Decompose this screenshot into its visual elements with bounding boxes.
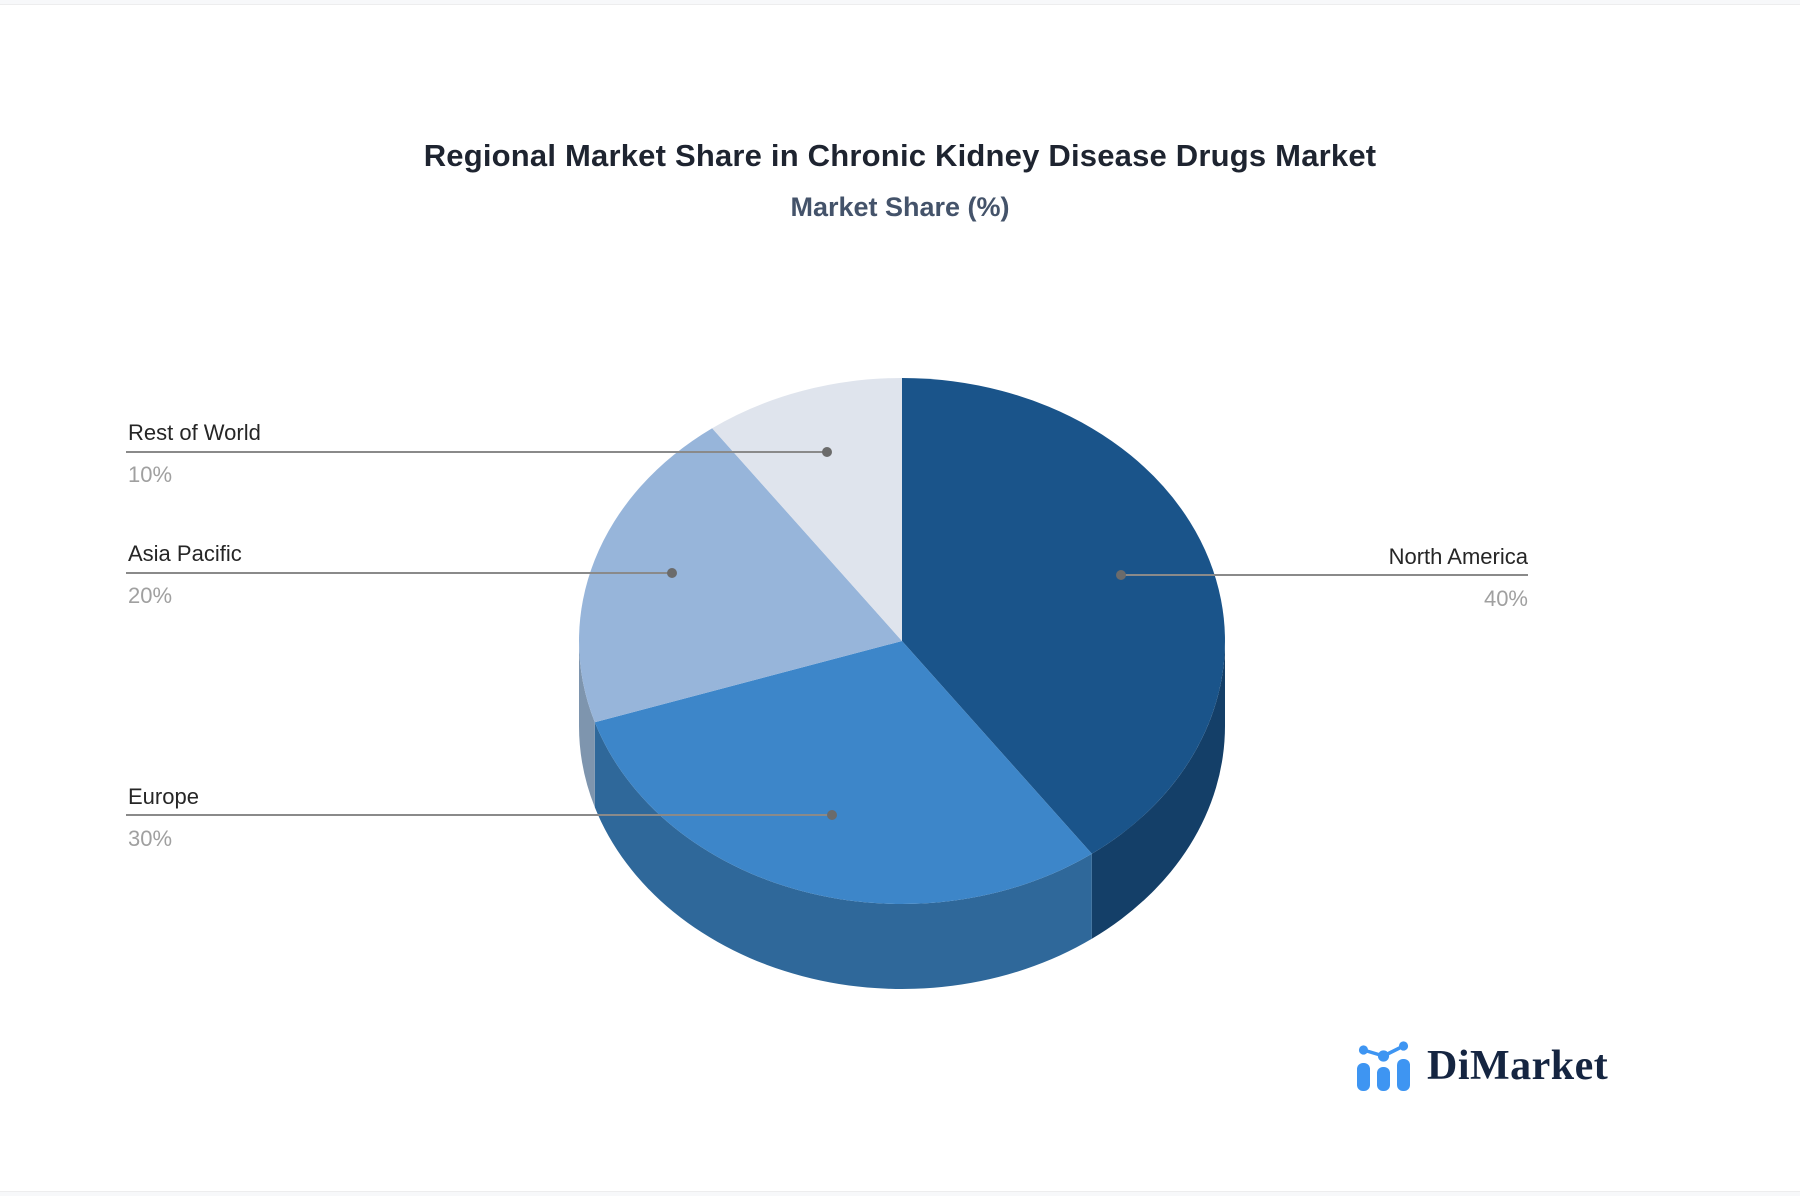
bottom-edge-strip xyxy=(0,1191,1800,1196)
slice-label-text: Asia Pacific xyxy=(128,541,242,566)
slice-label-text: North America xyxy=(1388,544,1528,569)
bar-line-chart-icon xyxy=(1357,1041,1410,1091)
slice-label-text: Europe xyxy=(128,784,199,809)
pie-slice-north-america[interactable] xyxy=(902,378,1225,854)
leader-dot-europe xyxy=(827,810,837,820)
pie-slice-rest-of-world[interactable] xyxy=(712,378,902,641)
slice-value-text: 30% xyxy=(128,826,173,851)
top-edge-strip xyxy=(0,0,1800,5)
brand-name: DiMarket xyxy=(1427,1043,1609,1089)
slice-label-asia-pacific: Asia Pacific 20% xyxy=(128,541,242,608)
slice-value-text: 10% xyxy=(128,462,173,487)
pie-side-asia-pacific xyxy=(579,641,595,808)
pie-slice-asia-pacific[interactable] xyxy=(579,428,902,723)
pie-side-europe xyxy=(594,722,1092,989)
leader-dot-north-america xyxy=(1116,570,1126,580)
chart-subtitle: Market Share (%) xyxy=(790,192,1010,222)
pie-slice-europe[interactable] xyxy=(594,641,1092,904)
chart-title: Regional Market Share in Chronic Kidney … xyxy=(423,138,1377,173)
pie-side-north-america xyxy=(1091,641,1225,939)
slice-label-europe: Europe 30% xyxy=(128,784,199,851)
leader-dot-rest-of-world xyxy=(822,447,832,457)
slice-label-text: Rest of World xyxy=(128,420,261,445)
leader-dot-asia-pacific xyxy=(667,568,677,578)
slice-label-rest-of-world: Rest of World 10% xyxy=(128,420,261,487)
slice-label-north-america: North America 40% xyxy=(1389,544,1528,611)
slice-value-text: 20% xyxy=(128,583,173,608)
brand-logo: DiMarket xyxy=(1356,1038,1608,1094)
slice-value-text: 40% xyxy=(1483,586,1528,611)
